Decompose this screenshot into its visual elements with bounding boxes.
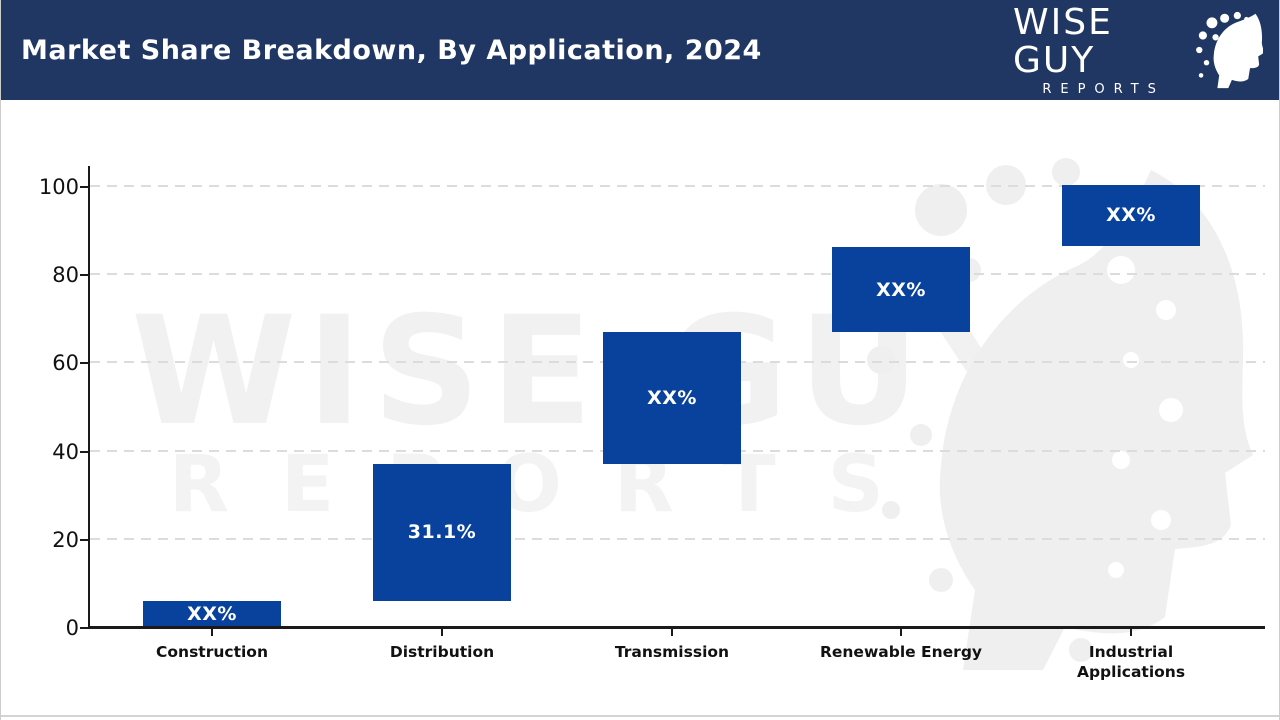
- x-tick-mark: [1130, 629, 1132, 636]
- head-dots-icon: [1196, 11, 1263, 89]
- x-axis-line: [88, 626, 1265, 629]
- bar-value-label: XX%: [876, 278, 926, 301]
- bar-industrial: XX%: [1062, 185, 1200, 246]
- gridline-20: [90, 537, 1265, 540]
- x-tick-mark: [900, 629, 902, 636]
- x-category-label: Distribution: [389, 643, 495, 661]
- gridline-100: [90, 185, 1265, 187]
- bar-value-label: 31.1%: [407, 521, 477, 544]
- bar-construction: XX%: [143, 600, 281, 627]
- x-tick-mark: [211, 629, 213, 636]
- bar-value-label: XX%: [1106, 204, 1156, 227]
- logo-text: WISE GUY REPORTS: [1013, 1, 1190, 97]
- x-tick-mark: [441, 629, 443, 636]
- y-tick-label: 60: [52, 351, 79, 376]
- watermark-subtext: REPORTS: [169, 440, 936, 530]
- y-tick-label: 40: [52, 439, 79, 464]
- x-category-label: Construction: [156, 643, 268, 661]
- gridline-80: [90, 273, 1265, 276]
- y-tick-label: 80: [52, 263, 79, 288]
- plot-area: XX% 31.1% XX% XX% XX% 0 20 40 60 80 100 Constructi…: [1, 100, 1279, 720]
- x-category-label: Industrial Applications: [1076, 643, 1186, 681]
- y-tick-mark: [80, 274, 88, 277]
- logo-wordmark: WISE GUY: [1013, 1, 1113, 81]
- bar-value-label: XX%: [187, 602, 237, 625]
- bottom-border: [1, 715, 1279, 717]
- y-axis-line: [88, 166, 90, 628]
- logo-subtext: REPORTS: [1042, 81, 1165, 97]
- x-category-label: Renewable Energy: [819, 643, 983, 661]
- y-tick-label: 100: [38, 175, 79, 199]
- chart-title: Market Share Breakdown, By Application, …: [21, 34, 762, 66]
- bar-transmission: XX%: [603, 332, 741, 464]
- y-tick-mark: [80, 538, 88, 541]
- y-tick-mark: [80, 450, 88, 453]
- bar-renewable-energy: XX%: [832, 247, 970, 333]
- bar-distribution: 31.1%: [373, 463, 511, 601]
- x-tick-mark: [671, 629, 673, 636]
- y-tick-mark: [80, 627, 88, 629]
- bar-value-label: XX%: [647, 387, 697, 410]
- x-category-label: Transmission: [614, 643, 730, 661]
- y-tick-mark: [80, 186, 88, 188]
- header-band: Market Share Breakdown, By Application, …: [1, 0, 1279, 100]
- wise-guy-logo: WISE GUY REPORTS: [1013, 3, 1263, 97]
- y-tick-label: 20: [52, 527, 79, 552]
- y-tick-label: 0: [65, 616, 79, 640]
- y-tick-mark: [80, 362, 88, 365]
